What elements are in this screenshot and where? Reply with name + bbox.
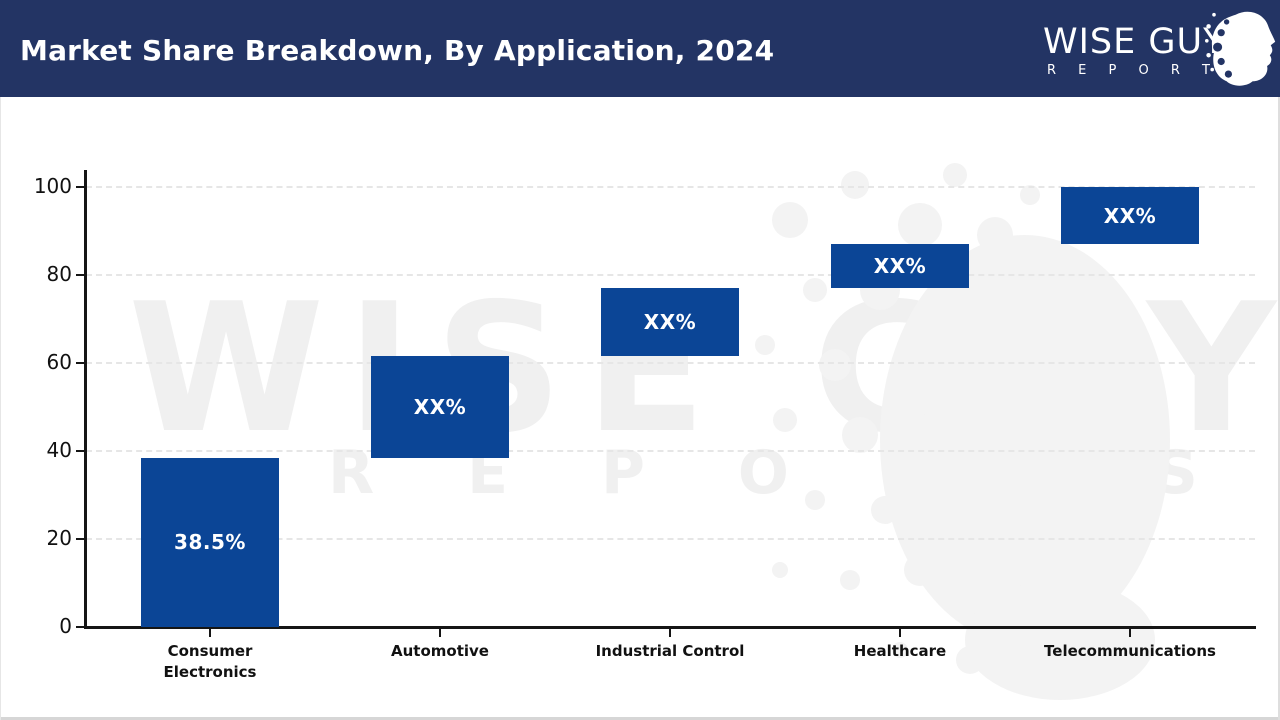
- y-tick-mark: [76, 538, 84, 540]
- logo-subtitle: R E P O R T S: [1047, 63, 1250, 78]
- x-tick-mark: [439, 629, 441, 637]
- header-bar: Market Share Breakdown, By Application, …: [0, 0, 1280, 97]
- x-tick-label: Industrial Control: [595, 642, 745, 660]
- y-tick-label: 20: [46, 526, 72, 550]
- bar: XX%: [371, 356, 509, 458]
- page-bottom-edge: [0, 717, 1280, 720]
- bar: XX%: [1061, 187, 1199, 245]
- y-tick-label: 40: [46, 438, 72, 462]
- page-left-edge: [0, 97, 1, 720]
- y-tick-mark: [76, 626, 84, 628]
- x-tick-mark: [1129, 629, 1131, 637]
- x-tick-label: Telecommunications: [1044, 642, 1216, 660]
- bar-value-label: XX%: [873, 254, 927, 279]
- gridline: [86, 186, 1255, 188]
- x-tick-label: Automotive: [391, 642, 489, 660]
- page-title: Market Share Breakdown, By Application, …: [20, 34, 775, 67]
- bar-value-label: XX%: [643, 310, 697, 335]
- x-axis: [84, 626, 1256, 629]
- gridline: [86, 274, 1255, 276]
- x-tick-label: Healthcare: [853, 642, 947, 660]
- page-right-edge: [1278, 97, 1280, 720]
- y-tick-label: 60: [46, 350, 72, 374]
- y-tick-mark: [76, 274, 84, 276]
- x-tick-label: Consumer Electronics: [163, 642, 257, 681]
- y-tick-mark: [76, 450, 84, 452]
- logo-wordmark: WISE GUY: [1043, 22, 1226, 62]
- logo-face-icon: [1205, 11, 1276, 86]
- y-tick-mark: [76, 362, 84, 364]
- brand-logo: WISE GUY R E P O R T S: [1035, 0, 1280, 97]
- y-axis: [84, 170, 87, 629]
- x-tick-mark: [899, 629, 901, 637]
- gridline: [86, 362, 1255, 364]
- bar: 38.5%: [141, 457, 279, 627]
- x-tick-mark: [209, 629, 211, 637]
- bar-value-label: 38.5%: [174, 530, 246, 555]
- bar: XX%: [831, 244, 969, 289]
- bar-value-label: XX%: [1103, 203, 1157, 228]
- y-tick-label: 80: [46, 262, 72, 286]
- bar: XX%: [601, 288, 739, 357]
- gridline: [86, 450, 1255, 452]
- gridline: [86, 538, 1255, 540]
- y-tick-mark: [76, 186, 84, 188]
- y-tick-label: 100: [33, 174, 72, 198]
- x-tick-mark: [669, 629, 671, 637]
- bar-value-label: XX%: [413, 394, 467, 419]
- y-tick-label: 0: [59, 614, 72, 638]
